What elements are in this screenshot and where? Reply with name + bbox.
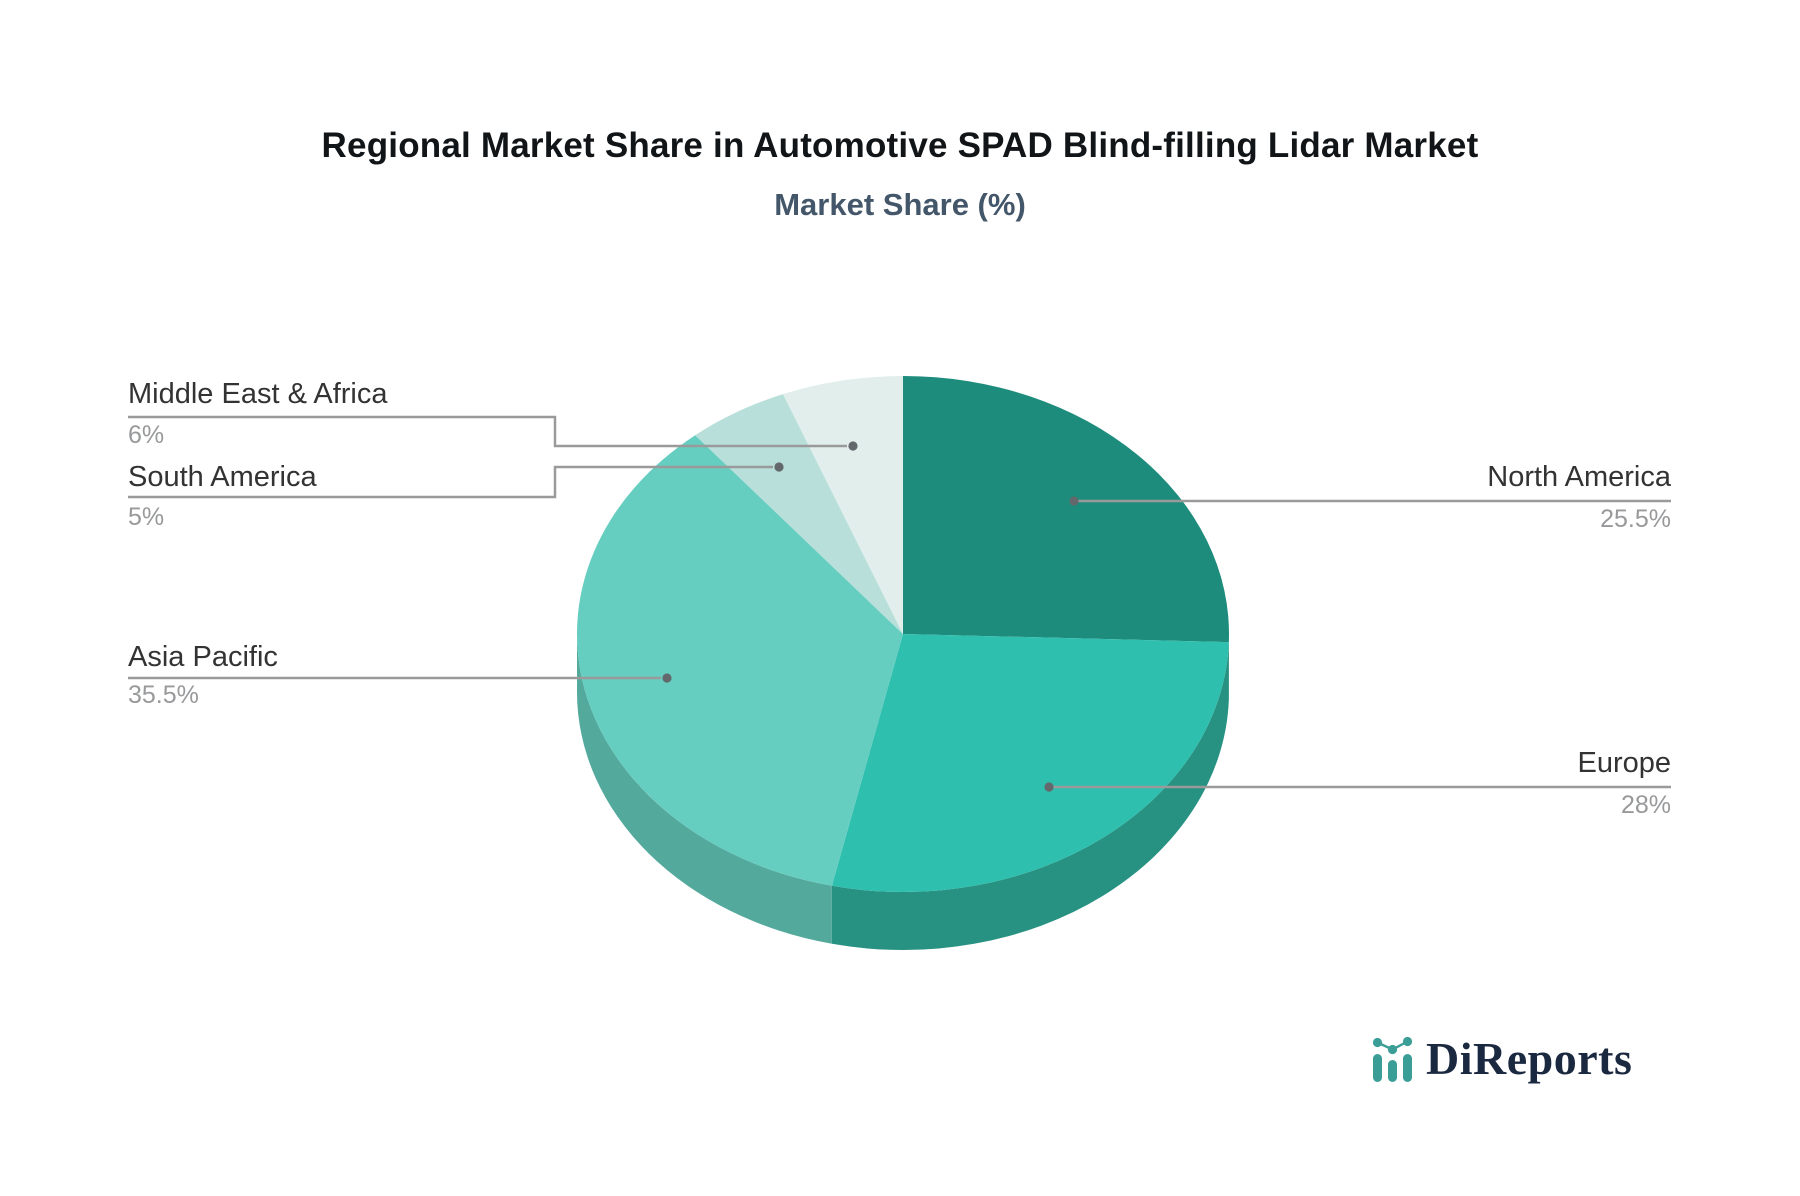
leader-dot-asia-pacific	[662, 673, 672, 683]
callout-label-asia-pacific: Asia Pacific	[128, 641, 278, 673]
callout-value-europe: 28%	[1620, 791, 1671, 819]
leader-line-middle-east-africa	[128, 415, 847, 448]
leader-dot-north-america	[1069, 496, 1079, 506]
callout-label-south-america: South America	[128, 461, 317, 493]
callout-value-south-america: 5%	[128, 503, 165, 531]
callout-value-asia-pacific: 35.5%	[128, 681, 199, 709]
chart-subtitle: Market Share (%)	[774, 187, 1026, 222]
pie-slice-south-america[interactable]	[695, 394, 903, 634]
leader-dot-middle-east-africa	[848, 441, 858, 451]
bar-line-chart-icon	[1372, 1036, 1413, 1082]
leader-line-south-america	[128, 465, 773, 499]
brand-logo-text: DiReports	[1426, 1033, 1633, 1084]
brand-logo: DiReports	[1368, 1036, 1632, 1082]
leader-dot-europe	[1044, 782, 1054, 792]
leader-dot-south-america	[774, 462, 784, 472]
chart-title: Regional Market Share in Automotive SPAD…	[321, 126, 1479, 165]
pie-slice-europe[interactable]	[831, 634, 1229, 892]
pie-slice-side-europe	[831, 642, 1229, 950]
pie-slice-side-asia-pacific	[577, 634, 832, 944]
callout-value-north-america: 25.5%	[1600, 505, 1671, 533]
callout-label-middle-east-africa: Middle East & Africa	[128, 378, 388, 410]
pie-slice-middle-east-africa[interactable]	[782, 376, 903, 634]
pie-slice-north-america[interactable]	[903, 376, 1229, 643]
callout-value-middle-east-africa: 6%	[128, 421, 165, 449]
pie-slice-asia-pacific[interactable]	[577, 435, 903, 886]
callout-label-north-america: North America	[1487, 461, 1671, 493]
callout-label-europe: Europe	[1577, 747, 1671, 779]
